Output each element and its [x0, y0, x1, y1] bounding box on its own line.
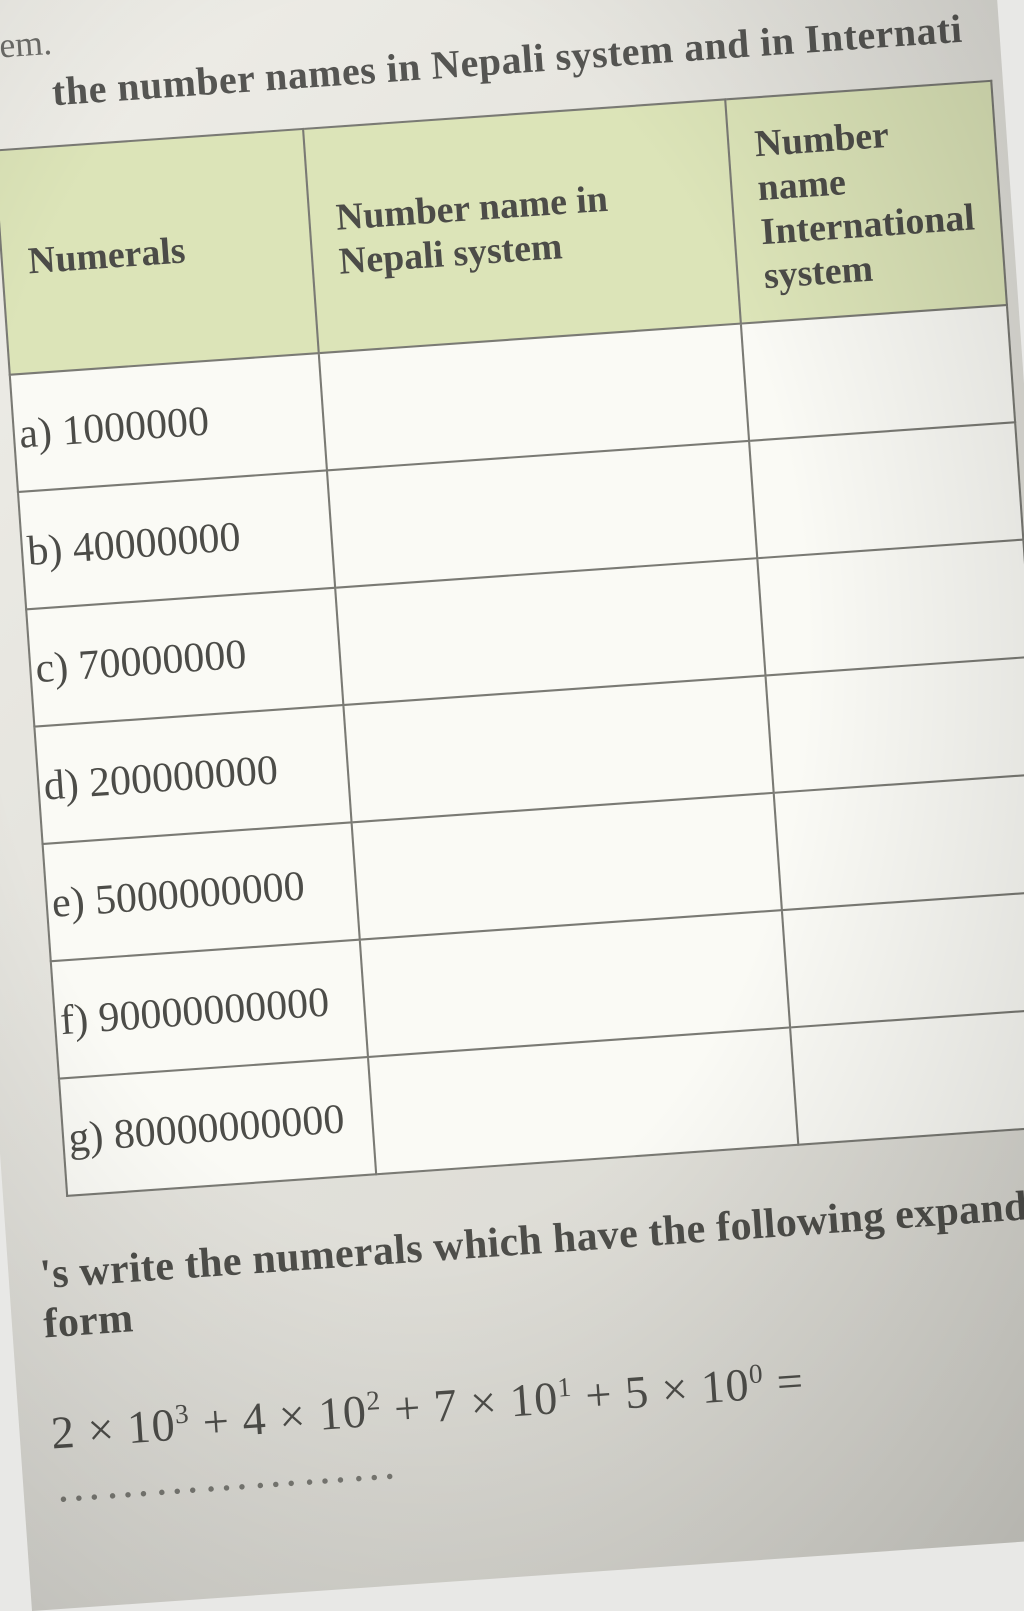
- cell-international: [782, 892, 1024, 1028]
- header-international: Number name International system: [725, 81, 1007, 324]
- cell-numeral: d) 200000000: [34, 705, 352, 844]
- number-names-table: Numerals Number name in Nepali system Nu…: [0, 80, 1024, 1197]
- cell-numeral: g) 80000000000: [59, 1057, 377, 1196]
- cell-international: [757, 540, 1024, 676]
- cell-numeral: c) 70000000: [26, 588, 344, 727]
- cell-numeral: f) 90000000000: [51, 940, 369, 1079]
- header-nepali: Number name in Nepali system: [303, 99, 740, 353]
- cell-numeral: e) 5000000000: [43, 822, 361, 961]
- cell-numeral: a) 1000000: [10, 353, 328, 492]
- cell-international: [774, 774, 1024, 910]
- cell-international: [741, 305, 1015, 441]
- cell-international: [765, 657, 1024, 793]
- expanded-form-equation: 2 × 103 + 4 × 102 + 7 × 101 + 5 × 100 = …: [49, 1335, 1024, 1514]
- header-numerals: Numerals: [0, 129, 319, 375]
- cell-international: [749, 422, 1023, 558]
- cell-international: [790, 1009, 1024, 1145]
- page: system. the number names in Nepali syste…: [0, 0, 1024, 1611]
- cell-numeral: b) 40000000: [18, 470, 336, 609]
- expanded-form-question: 's write the numerals which have the fol…: [38, 1177, 1024, 1348]
